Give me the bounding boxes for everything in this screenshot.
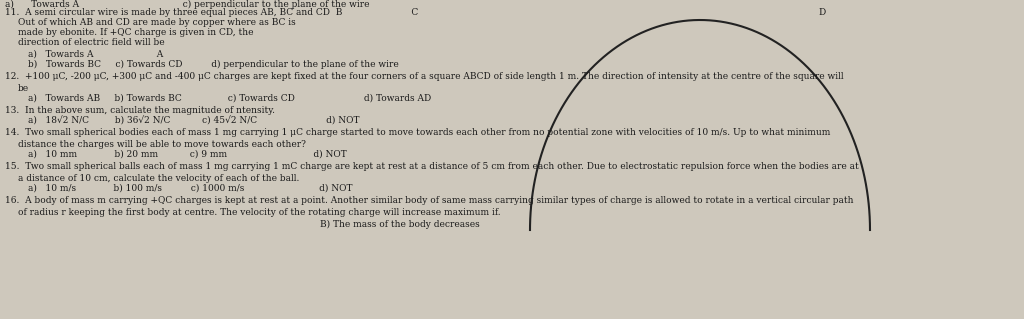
Text: be: be [18, 84, 29, 93]
Text: distance the charges will be able to move towards each other?: distance the charges will be able to mov… [18, 140, 306, 149]
Text: b)   Towards BC     c) Towards CD          d) perpendicular to the plane of the : b) Towards BC c) Towards CD d) perpendic… [28, 60, 398, 69]
Text: 13.  In the above sum, calculate the magnitude of ntensity.: 13. In the above sum, calculate the magn… [5, 106, 275, 115]
Text: 16.  A body of mass m carrying +QC charges is kept at rest at a point. Another s: 16. A body of mass m carrying +QC charge… [5, 196, 853, 205]
Text: a)   Towards A                      A: a) Towards A A [28, 50, 163, 59]
Text: direction of electric field will be: direction of electric field will be [18, 38, 165, 47]
Text: 15.  Two small spherical balls each of mass 1 mg carrying 1 mC charge are kept a: 15. Two small spherical balls each of ma… [5, 162, 859, 171]
Text: a)   10 m/s             b) 100 m/s          c) 1000 m/s                         : a) 10 m/s b) 100 m/s c) 1000 m/s [28, 184, 352, 193]
Text: Out of which AB and CD are made by copper where as BC is: Out of which AB and CD are made by coppe… [18, 18, 296, 27]
Text: 11.  A semi circular wire is made by three equal pieces AB, BC and CD  B        : 11. A semi circular wire is made by thre… [5, 8, 418, 17]
Text: 12.  +100 μC, -200 μC, +300 μC and -400 μC charges are kept fixed at the four co: 12. +100 μC, -200 μC, +300 μC and -400 μ… [5, 72, 844, 81]
Text: made by ebonite. If +QC charge is given in CD, the: made by ebonite. If +QC charge is given … [18, 28, 254, 37]
Text: 14.  Two small spherical bodies each of mass 1 mg carrying 1 μC charge started t: 14. Two small spherical bodies each of m… [5, 128, 830, 137]
Text: of radius r keeping the first body at centre. The velocity of the rotating charg: of radius r keeping the first body at ce… [18, 208, 501, 217]
Text: a)      Towards A                                    c) perpendicular to the pla: a) Towards A c) perpendicular to the pla [5, 0, 370, 9]
Text: a)   10 mm             b) 20 mm           c) 9 mm                              d: a) 10 mm b) 20 mm c) 9 mm d [28, 150, 347, 159]
Text: a)   Towards AB     b) Towards BC                c) Towards CD                  : a) Towards AB b) Towards BC c) Towards C… [28, 94, 431, 103]
Text: D: D [818, 8, 825, 17]
Text: a)   18√2 N/C         b) 36√2 N/C           c) 45√2 N/C                        d: a) 18√2 N/C b) 36√2 N/C c) 45√2 N/C d [28, 116, 359, 125]
Text: a distance of 10 cm, calculate the velocity of each of the ball.: a distance of 10 cm, calculate the veloc… [18, 174, 299, 183]
Text: B) The mass of the body decreases: B) The mass of the body decreases [319, 220, 480, 229]
